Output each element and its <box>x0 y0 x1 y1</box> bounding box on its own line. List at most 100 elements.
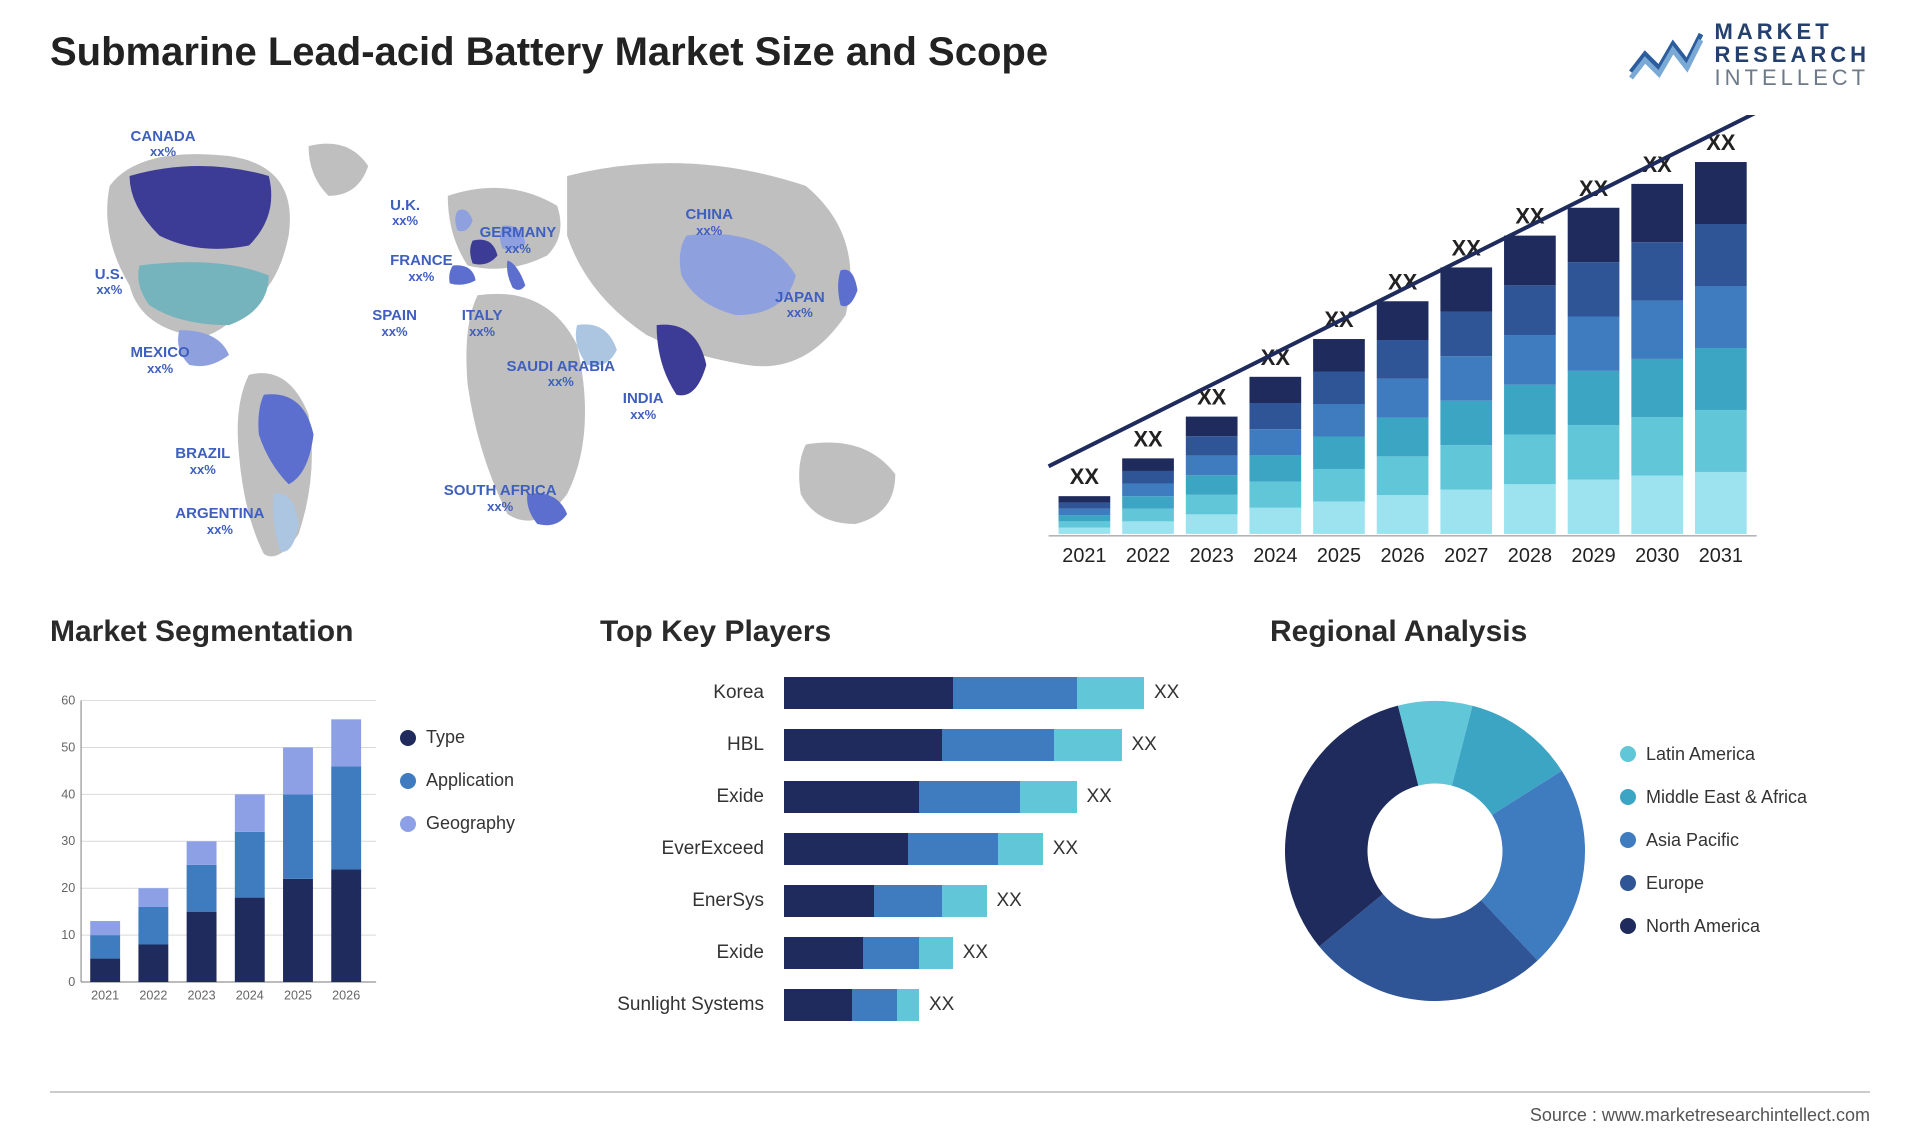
key-player-value: XX <box>1154 682 1179 704</box>
svg-text:10: 10 <box>61 928 75 942</box>
key-players-bars: XX XX XX XX XX XX XX <box>784 667 1240 1035</box>
svg-text:2021: 2021 <box>1062 545 1106 567</box>
key-player-row: XX <box>784 875 1240 927</box>
legend-label: Europe <box>1646 873 1704 894</box>
key-player-bar-seg <box>784 729 942 761</box>
legend-dot-icon <box>1620 918 1636 934</box>
logo-mark-icon <box>1629 28 1703 82</box>
legend-dot-icon <box>1620 832 1636 848</box>
svg-text:2025: 2025 <box>284 989 312 1003</box>
key-player-bar <box>784 677 1144 709</box>
logo-text: MARKET RESEARCH INTELLECT <box>1715 20 1870 89</box>
svg-text:2024: 2024 <box>1253 545 1297 567</box>
key-player-bar-seg <box>919 781 1020 813</box>
logo-line2: RESEARCH <box>1715 43 1870 66</box>
key-player-name: Exide <box>600 927 770 979</box>
key-player-row: XX <box>784 719 1240 771</box>
key-player-row: XX <box>784 823 1240 875</box>
key-player-bar-seg <box>1077 677 1145 709</box>
svg-text:XX: XX <box>1133 426 1163 451</box>
key-player-bar <box>784 989 919 1021</box>
map-label-france: FRANCExx% <box>390 253 453 284</box>
key-player-bar-seg <box>852 989 897 1021</box>
key-player-value: XX <box>1132 734 1157 756</box>
map-label-japan: JAPANxx% <box>775 290 825 321</box>
svg-text:2028: 2028 <box>1508 545 1552 567</box>
svg-text:40: 40 <box>61 787 75 801</box>
map-label-argentina: ARGENTINAxx% <box>175 506 264 537</box>
key-player-name: Exide <box>600 771 770 823</box>
regional-legend: Latin America Middle East & Africa Asia Pa… <box>1620 744 1870 959</box>
key-player-value: XX <box>963 942 988 964</box>
svg-text:2029: 2029 <box>1571 545 1615 567</box>
svg-text:50: 50 <box>61 740 75 754</box>
svg-text:2025: 2025 <box>1317 545 1361 567</box>
page-title: Submarine Lead-acid Battery Market Size … <box>50 30 1870 75</box>
regional-title: Regional Analysis <box>1270 615 1870 649</box>
key-player-bar-seg <box>953 677 1077 709</box>
key-player-row: XX <box>784 771 1240 823</box>
regional-legend-item: Asia Pacific <box>1620 830 1870 851</box>
map-label-u-s-: U.S.xx% <box>95 267 124 298</box>
key-player-value: XX <box>929 994 954 1016</box>
svg-text:2022: 2022 <box>139 989 167 1003</box>
map-label-canada: CANADAxx% <box>131 129 196 160</box>
segmentation-panel: Market Segmentation 01020304050602021202… <box>50 615 570 1035</box>
key-players-panel: Top Key Players KoreaHBLExideEverExceedE… <box>600 615 1240 1035</box>
map-label-germany: GERMANYxx% <box>480 225 557 256</box>
regional-legend-item: North America <box>1620 916 1870 937</box>
key-player-value: XX <box>997 890 1022 912</box>
key-player-bar-seg <box>784 989 852 1021</box>
key-player-value: XX <box>1053 838 1078 860</box>
key-player-bar-seg <box>784 937 863 969</box>
map-label-u-k-: U.K.xx% <box>390 198 420 229</box>
seg-legend-item: Geography <box>400 813 570 834</box>
key-player-row: XX <box>784 927 1240 979</box>
legend-dot-icon <box>1620 789 1636 805</box>
legend-label: North America <box>1646 916 1760 937</box>
regional-legend-item: Europe <box>1620 873 1870 894</box>
legend-label: Middle East & Africa <box>1646 787 1807 808</box>
key-player-name: Korea <box>600 667 770 719</box>
map-label-spain: SPAINxx% <box>372 308 417 339</box>
legend-label: Latin America <box>1646 744 1755 765</box>
svg-text:2022: 2022 <box>1126 545 1170 567</box>
key-player-bar-seg <box>998 833 1043 865</box>
svg-text:2030: 2030 <box>1635 545 1679 567</box>
svg-text:20: 20 <box>61 881 75 895</box>
growth-bar-chart: XX2021XX2022XX2023XX2024XX2025XX2026XX20… <box>975 115 1870 575</box>
key-player-bar-seg <box>942 885 987 917</box>
svg-text:XX: XX <box>1070 464 1100 489</box>
svg-text:2024: 2024 <box>236 989 264 1003</box>
logo-line3: INTELLECT <box>1715 66 1870 89</box>
svg-text:2023: 2023 <box>188 989 216 1003</box>
legend-dot-icon <box>1620 875 1636 891</box>
legend-dot-icon <box>1620 746 1636 762</box>
key-player-bar-seg <box>784 885 874 917</box>
map-label-saudi-arabia: SAUDI ARABIAxx% <box>506 359 615 390</box>
key-player-value: XX <box>1087 786 1112 808</box>
regional-legend-item: Latin America <box>1620 744 1870 765</box>
key-player-bar-seg <box>784 781 919 813</box>
svg-text:2023: 2023 <box>1190 545 1234 567</box>
key-player-bar-seg <box>919 937 953 969</box>
key-player-name: EverExceed <box>600 823 770 875</box>
map-label-south-africa: SOUTH AFRICAxx% <box>444 483 557 514</box>
key-player-bar-seg <box>1020 781 1076 813</box>
segmentation-chart: 0102030405060202120222023202420252026 <box>50 667 380 1035</box>
key-player-name: Sunlight Systems <box>600 979 770 1031</box>
key-player-bar-seg <box>908 833 998 865</box>
svg-text:2027: 2027 <box>1444 545 1488 567</box>
svg-text:60: 60 <box>61 693 75 707</box>
logo-line1: MARKET <box>1715 20 1870 43</box>
brand-logo: MARKET RESEARCH INTELLECT <box>1629 20 1870 89</box>
key-player-bar <box>784 885 987 917</box>
legend-label: Geography <box>426 813 515 834</box>
key-player-bar-seg <box>863 937 919 969</box>
legend-label: Asia Pacific <box>1646 830 1739 851</box>
key-player-bar-seg <box>1054 729 1122 761</box>
key-player-bar-seg <box>942 729 1055 761</box>
key-player-bar-seg <box>784 833 908 865</box>
legend-dot-icon <box>400 816 416 832</box>
svg-text:2031: 2031 <box>1699 545 1743 567</box>
